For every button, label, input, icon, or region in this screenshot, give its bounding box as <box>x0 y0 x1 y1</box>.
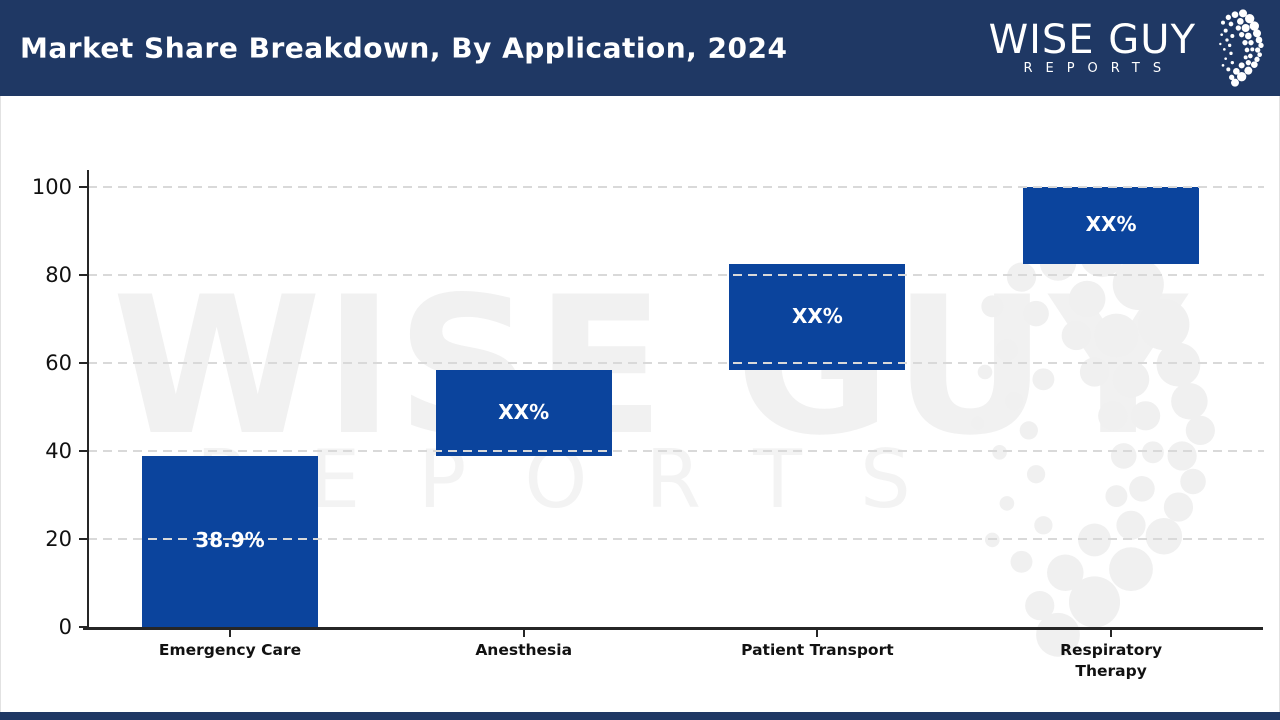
bar-value-label: XX% <box>1085 212 1137 237</box>
gridline <box>88 186 1264 188</box>
y-tick-label: 40 <box>45 439 72 463</box>
x-category-label-line: Emergency Care <box>158 641 302 659</box>
y-tick-mark <box>79 626 87 628</box>
x-tick-mark <box>1110 630 1113 637</box>
y-tick-label: 0 <box>58 615 72 639</box>
x-category-label-line: Respiratory <box>1060 641 1163 659</box>
y-tick-mark <box>79 186 87 188</box>
bar-value-label: XX% <box>498 399 550 424</box>
x-category-label-line: Anesthesia <box>475 641 573 659</box>
bar-value-label: XX% <box>791 303 843 328</box>
y-tick-mark <box>79 450 87 452</box>
bar-value-label: 38.9% <box>195 528 265 553</box>
y-tick-label: 20 <box>45 527 72 551</box>
header-band: Market Share Breakdown, By Application, … <box>0 0 1280 96</box>
watermark-face-icon <box>971 233 1215 657</box>
x-category-label: Anesthesia <box>424 640 624 661</box>
y-axis-spine <box>87 170 89 629</box>
gridline <box>88 274 1264 276</box>
x-category-label: Patient Transport <box>717 640 917 661</box>
y-tick-label: 100 <box>31 175 72 199</box>
logo-text: WISE GUY REPORTS <box>989 19 1196 77</box>
x-category-label-line: Patient Transport <box>741 641 894 659</box>
y-tick-mark <box>79 274 87 276</box>
y-tick-mark <box>79 362 87 364</box>
x-tick-mark <box>229 630 231 637</box>
bar <box>142 455 318 627</box>
watermark-wordmark: WISE GUY <box>112 256 1189 477</box>
logo-wordmark: WISE GUY <box>988 17 1196 63</box>
x-category-label: Respiratory Therapy <box>1011 640 1211 682</box>
x-category-label-line: Therapy <box>1075 662 1147 680</box>
gridline <box>88 450 1264 452</box>
footer-band <box>0 712 1280 720</box>
y-tick-mark <box>79 538 87 540</box>
y-tick-label: 80 <box>45 263 72 287</box>
wise-guy-reports-logo: WISE GUY REPORTS <box>989 6 1270 90</box>
y-tick-label: 60 <box>45 351 72 375</box>
x-axis-spine <box>83 627 1263 630</box>
x-category-label: Emergency Care <box>130 640 330 661</box>
x-tick-mark <box>816 630 819 637</box>
x-tick-mark <box>522 630 525 637</box>
gridline <box>88 538 1264 540</box>
chart-title: Market Share Breakdown, By Application, … <box>20 31 788 65</box>
logo-subtitle: REPORTS <box>1023 61 1175 76</box>
bar <box>435 370 612 456</box>
gridline <box>88 362 1264 364</box>
bar <box>729 263 906 371</box>
dotted-face-icon <box>1219 9 1264 87</box>
